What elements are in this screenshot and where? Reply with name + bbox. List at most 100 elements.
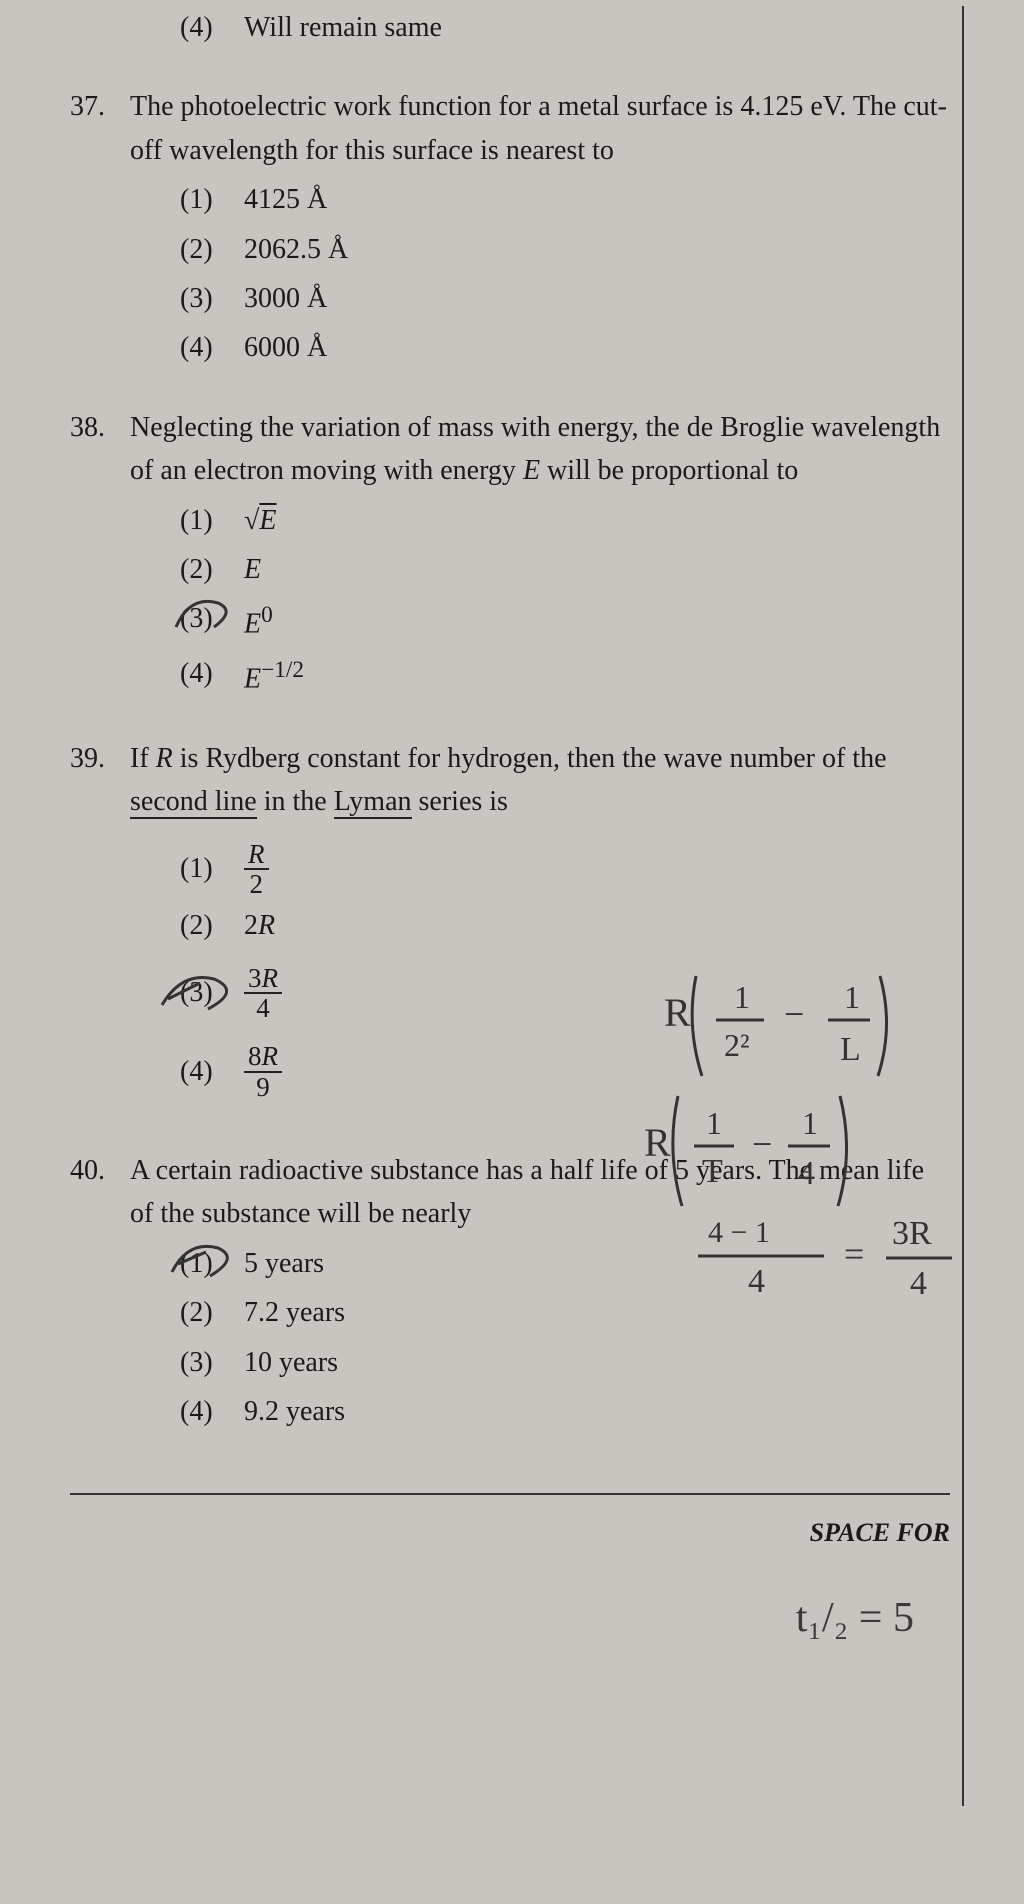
variable-e: E (259, 505, 276, 536)
question-38: 38. Neglecting the variation of mass wit… (70, 406, 950, 493)
q38-option3: (3) E0 (180, 597, 950, 646)
option-text: 3000 Å (244, 277, 327, 320)
svg-text:L: L (840, 1031, 861, 1068)
option-text: 2R (244, 904, 275, 947)
svg-text:1: 1 (844, 979, 860, 1015)
option-text: 7.2 years (244, 1291, 345, 1334)
svg-text:4: 4 (748, 1263, 765, 1300)
option-text: 2062.5 Å (244, 228, 348, 271)
fraction-numerator: R (244, 840, 269, 870)
question-text-part: series is (412, 786, 508, 817)
fraction-denominator: 2 (244, 870, 269, 898)
fraction-numerator: 8R (244, 1042, 282, 1072)
question-39: 39. If R is Rydberg constant for hydroge… (70, 737, 950, 824)
option-number: (1) (180, 847, 244, 890)
pen-mark-icon (158, 969, 248, 1017)
question-number: 39. (70, 737, 130, 824)
option-text: 5 years (244, 1242, 324, 1285)
footer-label: SPACE FOR (70, 1493, 950, 1553)
option-number: (2) (180, 1291, 244, 1334)
svg-text:1: 1 (802, 1105, 818, 1141)
question-text: If R is Rydberg constant for hydrogen, t… (130, 737, 950, 824)
option-number: (3) (180, 277, 244, 320)
variable-r: R (156, 743, 173, 774)
q39-option1: (1) R 2 (180, 840, 950, 899)
svg-text:4 − 1: 4 − 1 (708, 1216, 770, 1249)
option-text: 10 years (244, 1341, 338, 1384)
option-text: Will remain same (244, 6, 442, 49)
variable-e: E (244, 609, 261, 640)
question-text-part: in the (257, 786, 334, 817)
fraction-denominator: 9 (244, 1073, 282, 1101)
q36-option4: (4) Will remain same (180, 6, 950, 49)
question-text-part: is Rydberg constant for hydrogen, then t… (173, 743, 887, 774)
q39-option2: (2) 2R (180, 904, 950, 947)
svg-text:1: 1 (706, 1105, 722, 1141)
option-number: (3) (180, 1341, 244, 1384)
q37-option3: (3) 3000 Å (180, 277, 950, 320)
option-text: 4125 Å (244, 178, 327, 221)
question-37: 37. The photoelectric work function for … (70, 85, 950, 172)
option-number: (2) (180, 904, 244, 947)
question-text-part: If (130, 743, 156, 774)
option-number: (4) (180, 652, 244, 701)
q38-option4: (4) E−1/2 (180, 652, 950, 701)
option-text: E (244, 548, 261, 591)
question-text-part: will be proportional to (540, 455, 798, 486)
fraction: R 2 (244, 840, 269, 899)
svg-text:4: 4 (910, 1265, 927, 1302)
option-number: (2) (180, 548, 244, 591)
fraction: 8R 9 (244, 1042, 282, 1101)
svg-text:2²: 2² (724, 1027, 750, 1063)
option-number: (3) (180, 971, 244, 1014)
svg-text:=: = (844, 1234, 864, 1274)
svg-text:1: 1 (734, 979, 750, 1015)
option-number: (4) (180, 1390, 244, 1433)
pen-mark-icon (170, 591, 240, 635)
option-number: (1) (180, 1242, 244, 1285)
variable-e: E (244, 663, 261, 694)
q40-option3: (3) 10 years (180, 1341, 950, 1384)
q37-option1: (1) 4125 Å (180, 178, 950, 221)
sqrt-symbol: √ (244, 505, 259, 536)
handwritten-working: R 1 2² − 1 L R 1 T − 1 4 4 − 1 4 = (644, 966, 984, 1286)
option-number: (4) (180, 326, 244, 369)
option-number: (2) (180, 228, 244, 271)
option-text: E0 (244, 597, 273, 646)
q37-option4: (4) 6000 Å (180, 326, 950, 369)
superscript: −1/2 (261, 657, 304, 683)
page-content: (4) Will remain same 37. The photoelectr… (70, 6, 964, 1806)
q38-option2: (2) E (180, 548, 950, 591)
q40-option4: (4) 9.2 years (180, 1390, 950, 1433)
option-text: √E (244, 499, 276, 542)
option-text: E−1/2 (244, 652, 304, 701)
fraction: 3R 4 (244, 964, 282, 1023)
superscript: 0 (261, 602, 273, 628)
question-text: Neglecting the variation of mass with en… (130, 406, 950, 493)
svg-text:T: T (702, 1153, 723, 1190)
fraction-denominator: 4 (244, 994, 282, 1022)
q37-option2: (2) 2062.5 Å (180, 228, 950, 271)
variable-e: E (523, 455, 540, 486)
svg-text:4: 4 (798, 1155, 815, 1192)
fraction-numerator: 3R (244, 964, 282, 994)
svg-text:−: − (752, 1124, 772, 1164)
option-number: (4) (180, 6, 244, 49)
underlined-text: Lyman (334, 786, 412, 819)
pen-mark-icon (166, 1238, 242, 1282)
option-text: 6000 Å (244, 326, 327, 369)
option-number: (1) (180, 499, 244, 542)
variable-r: R (258, 910, 275, 941)
question-number: 38. (70, 406, 130, 493)
question-number: 40. (70, 1149, 130, 1236)
option-number: (3) (180, 597, 244, 646)
svg-text:3R: 3R (892, 1215, 932, 1252)
underlined-text: second line (130, 786, 257, 819)
svg-text:R: R (664, 990, 691, 1035)
handwritten-svg: R 1 2² − 1 L R 1 T − 1 4 4 − 1 4 = (644, 966, 1004, 1306)
option-number: (1) (180, 178, 244, 221)
svg-text:−: − (784, 994, 804, 1034)
svg-text:R: R (644, 1120, 671, 1165)
handwritten-half-life: t₁/₂ = 5 (796, 1586, 914, 1651)
question-number: 37. (70, 85, 130, 172)
